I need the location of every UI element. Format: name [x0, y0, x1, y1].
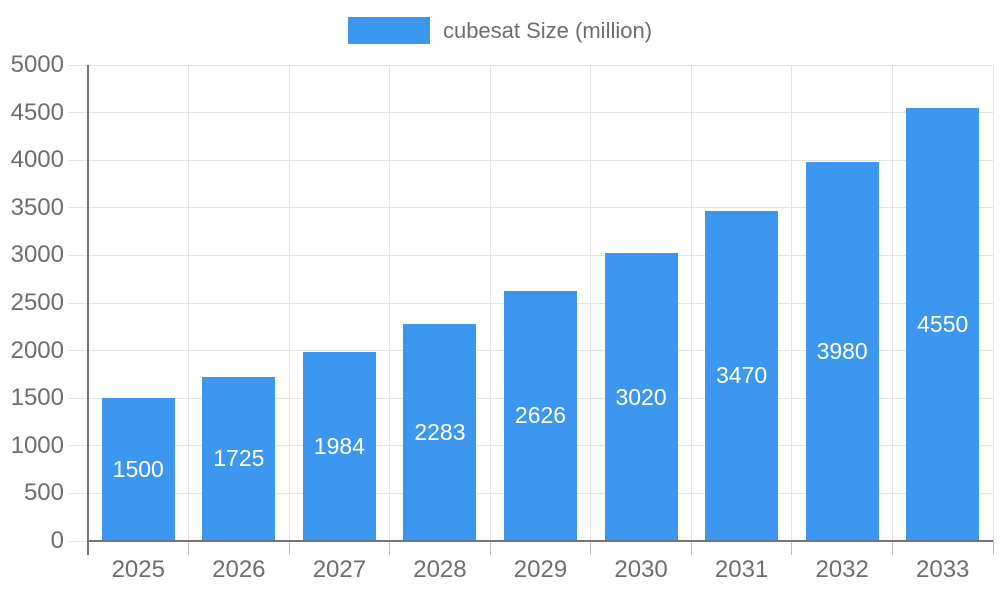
x-axis-tick-label: 2029 — [513, 556, 568, 583]
gridline-vertical — [891, 65, 893, 541]
bar-2025[interactable]: 1500 — [101, 398, 175, 541]
bar-value-label: 1500 — [112, 456, 164, 483]
y-axis-tick — [68, 64, 88, 66]
gridline-horizontal — [88, 159, 993, 161]
bar-2028[interactable]: 2283 — [403, 323, 477, 541]
bar-2029[interactable]: 2626 — [504, 291, 577, 541]
y-axis-tick — [68, 350, 88, 352]
x-axis-tick-label: 2033 — [916, 556, 970, 583]
bar-value-label: 2626 — [514, 402, 567, 429]
bar-2031[interactable]: 3470 — [705, 210, 779, 541]
y-axis-tick-label: 1000 — [10, 431, 64, 459]
bar-2026[interactable]: 1725 — [202, 376, 276, 541]
y-axis-tick-label: 2500 — [10, 289, 64, 316]
x-axis-tick — [891, 541, 893, 555]
bar-value-label: 2283 — [414, 418, 466, 445]
bar-2027[interactable]: 1984 — [302, 352, 376, 541]
y-axis-tick — [68, 397, 88, 399]
y-axis-tick-label: 500 — [23, 479, 64, 507]
y-axis-tick — [68, 492, 88, 494]
y-axis-tick — [68, 540, 88, 542]
gridline-vertical — [389, 65, 391, 541]
x-axis-tick — [791, 541, 793, 555]
bar-value-label: 4550 — [917, 310, 969, 337]
y-axis-tick — [68, 159, 88, 161]
y-axis-tick — [68, 112, 88, 114]
y-axis-tick-label: 4000 — [10, 146, 64, 174]
gridline-horizontal — [88, 207, 993, 209]
y-axis-tick-label: 0 — [50, 527, 64, 554]
y-axis-tick-label: 3500 — [10, 193, 64, 221]
legend-label: cubesat Size (million) — [442, 17, 653, 43]
bar-2033[interactable]: 4550 — [906, 107, 980, 541]
bar-value-label: 3470 — [716, 362, 768, 389]
x-axis-tick-label: 2031 — [714, 556, 769, 583]
x-axis-tick — [590, 541, 592, 555]
gridline-vertical — [992, 65, 994, 541]
x-axis-tick — [489, 541, 491, 555]
y-axis-tick — [68, 254, 88, 256]
gridline-horizontal — [88, 254, 993, 256]
legend: cubesat Size (million) — [0, 17, 1000, 44]
y-axis-line — [87, 65, 89, 555]
gridline-vertical — [590, 65, 592, 541]
x-axis-tick-label: 2025 — [111, 556, 165, 583]
y-axis-tick-label: 3000 — [10, 241, 64, 269]
legend-swatch — [347, 17, 430, 44]
gridline-vertical — [188, 65, 190, 541]
x-axis-tick-label: 2026 — [212, 556, 266, 583]
x-axis-tick — [188, 541, 190, 555]
y-axis-tick-label: 2000 — [10, 336, 64, 364]
x-axis-tick-label: 2027 — [312, 556, 367, 583]
x-axis-tick — [690, 541, 692, 555]
bar-2030[interactable]: 3020 — [604, 253, 678, 541]
x-axis-tick-label: 2028 — [413, 556, 467, 583]
y-axis-tick-label: 4500 — [10, 98, 64, 126]
y-axis-tick-label: 5000 — [10, 51, 64, 78]
gridline-horizontal — [88, 112, 993, 114]
bar-value-label: 1984 — [313, 433, 365, 460]
bar-value-label: 3980 — [816, 338, 868, 365]
gridline-vertical — [690, 65, 692, 541]
gridline-vertical — [489, 65, 491, 541]
x-axis-tick-label: 2030 — [614, 556, 668, 583]
gridline-vertical — [791, 65, 793, 541]
bar-2032[interactable]: 3980 — [805, 162, 879, 541]
bar-value-label: 3020 — [615, 383, 667, 410]
x-axis-tick — [288, 541, 290, 555]
plot-area: 0 500 1000 1500 2000 2500 3000 3500 4000 4500 5000… — [11, 51, 994, 583]
gridline-horizontal — [88, 64, 993, 66]
x-axis-tick — [389, 541, 391, 555]
x-axis-tick-label: 2032 — [815, 556, 869, 583]
y-axis-tick-label: 1500 — [10, 384, 64, 412]
y-axis-tick — [68, 302, 88, 304]
gridline-vertical — [288, 65, 290, 541]
y-axis-tick — [68, 445, 88, 447]
bar-value-label: 1725 — [213, 445, 265, 472]
x-axis-line — [87, 540, 993, 542]
y-axis-tick — [68, 207, 88, 209]
x-axis-tick — [992, 541, 994, 555]
